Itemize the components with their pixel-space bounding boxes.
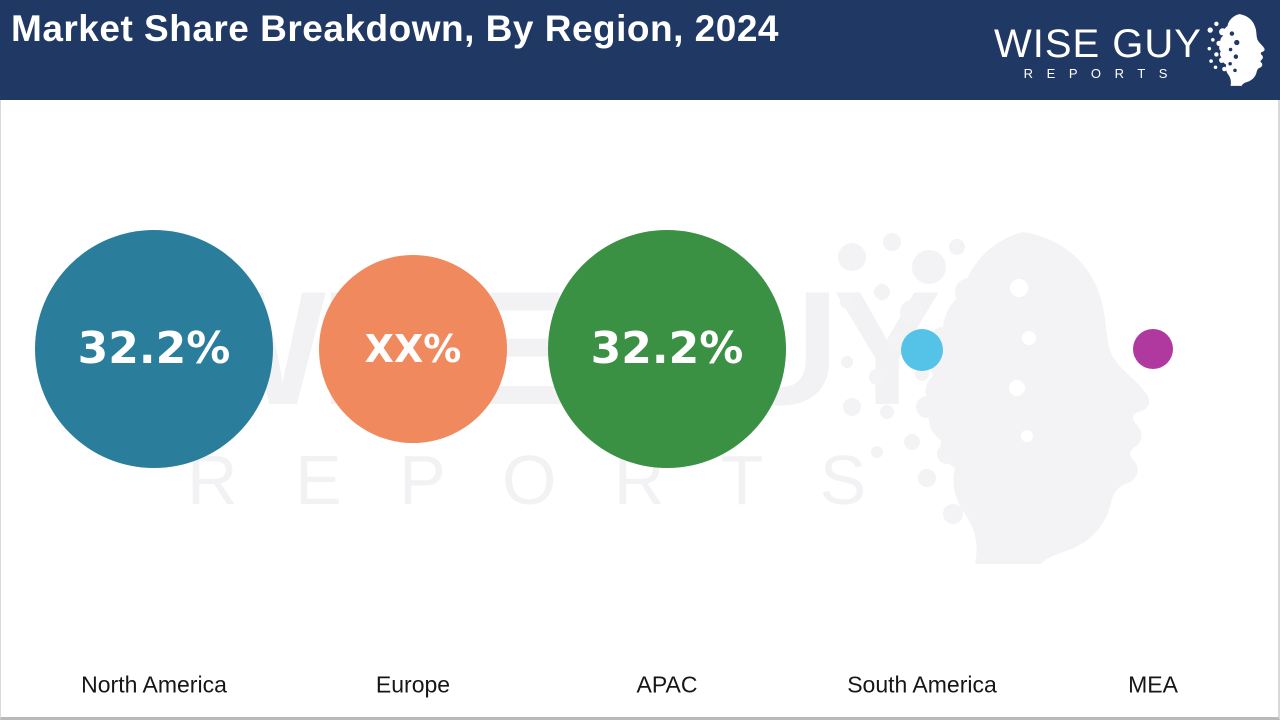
category-label-mea: MEA xyxy=(1128,671,1178,698)
bubble-europe: XX% xyxy=(319,255,507,443)
bubble-value-label: 32.2% xyxy=(77,323,231,374)
watermark-head-icon xyxy=(838,232,1150,564)
category-label-europe: Europe xyxy=(375,671,451,698)
bubble-south-america xyxy=(901,329,943,371)
watermark-subtext: R E P O R T S xyxy=(187,441,886,519)
header: Market Share Breakdown, By Region, 2024 … xyxy=(0,0,1280,100)
category-label-apac: APAC xyxy=(636,671,698,698)
logo-wordmark: WISE GUY R E P O R T S xyxy=(994,24,1202,81)
bubble-value-label: 32.2% xyxy=(590,323,744,374)
logo-head-icon xyxy=(1207,14,1265,86)
bubble-mea xyxy=(1133,329,1173,369)
logo-subtitle: R E P O R T S xyxy=(1023,65,1173,81)
bubble-north-america: 32.2% xyxy=(35,230,273,468)
bubble-apac: 32.2% xyxy=(548,230,786,468)
logo-title: WISE GUY xyxy=(993,21,1202,66)
bubble-chart: WISE GUY R E P O R T S 3 xyxy=(0,100,1280,720)
bubble-value-label: XX% xyxy=(364,327,462,371)
category-label-north-america: North America xyxy=(81,671,227,698)
category-label-south-america: South America xyxy=(847,671,997,698)
page-title: Market Share Breakdown, By Region, 2024 xyxy=(11,8,779,49)
wiseguy-logo: WISE GUY R E P O R T S xyxy=(994,4,1266,96)
